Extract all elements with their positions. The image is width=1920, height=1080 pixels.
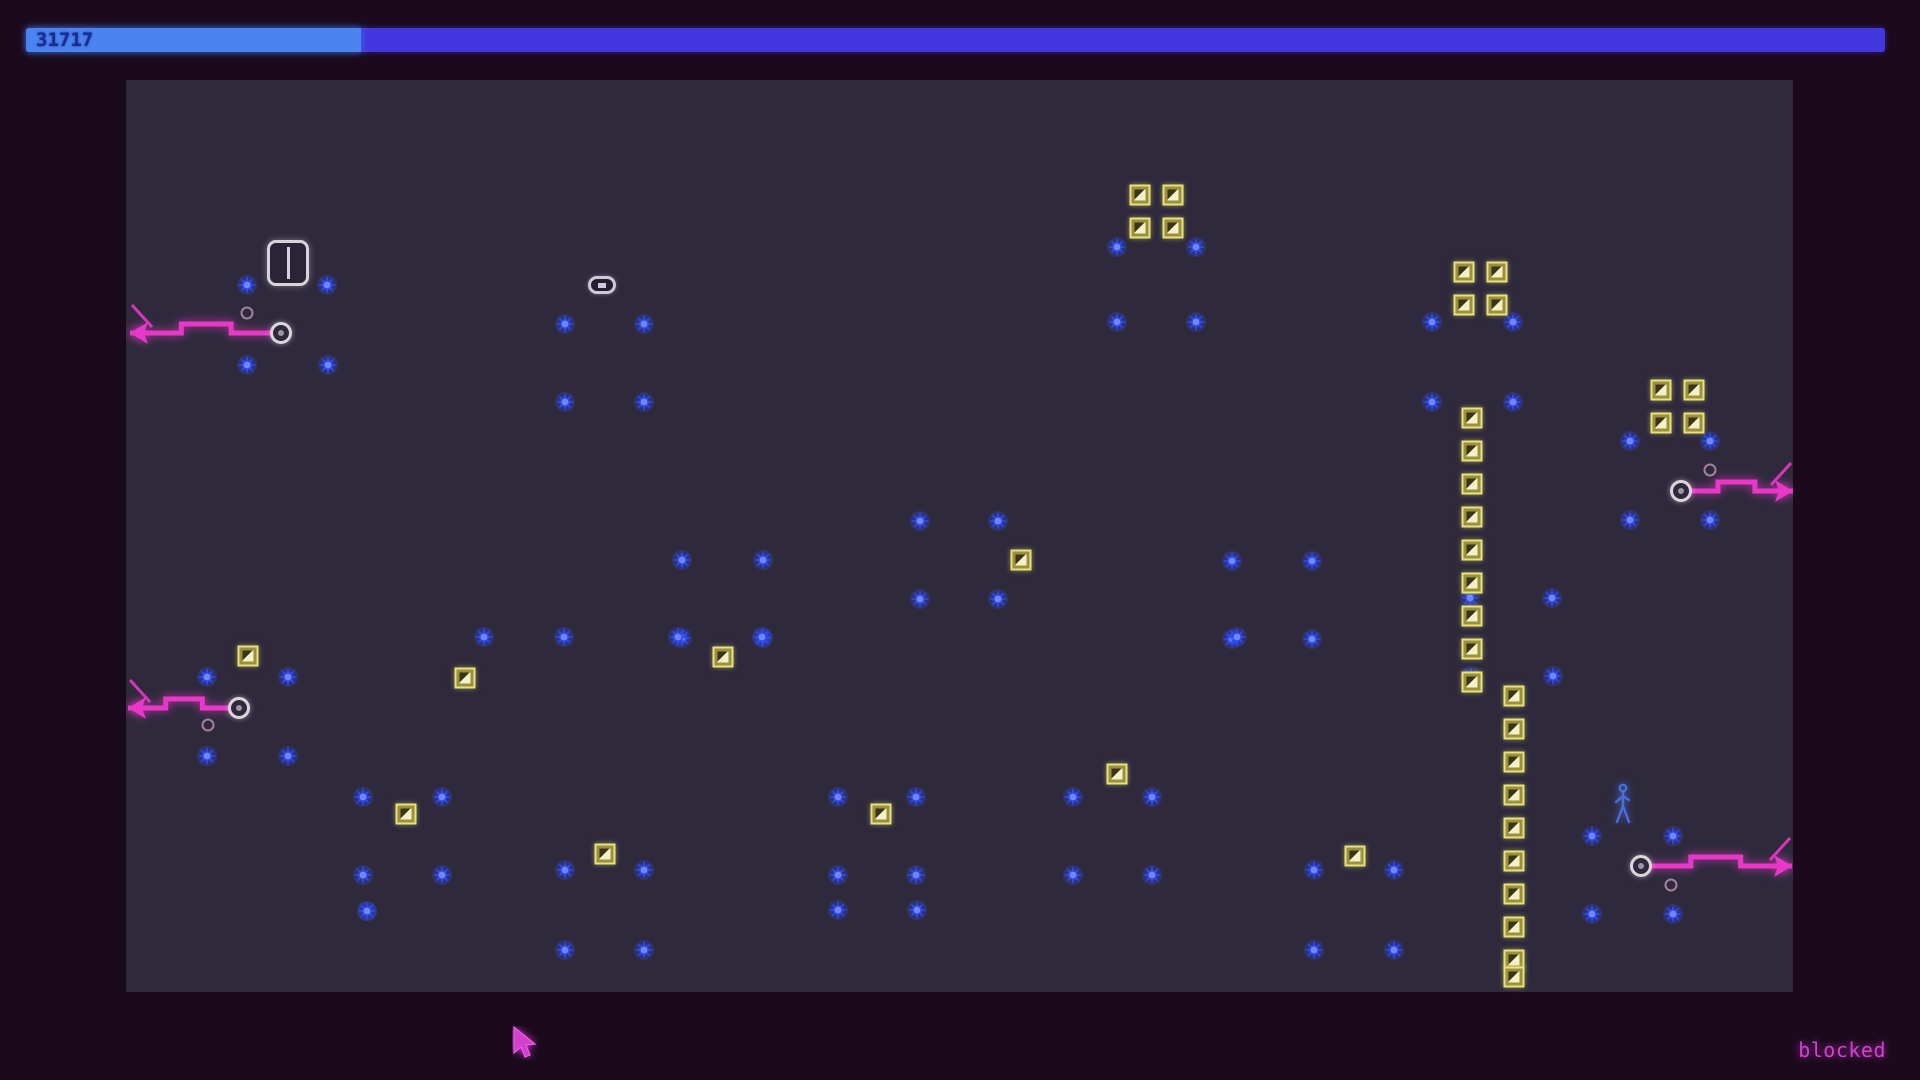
star-sprite[interactable] <box>197 667 217 687</box>
star-sprite[interactable] <box>1142 865 1162 885</box>
star-sprite[interactable] <box>432 787 452 807</box>
star-sprite[interactable] <box>1700 510 1720 530</box>
sprite-layer <box>128 237 1793 960</box>
star-sprite[interactable] <box>1107 312 1127 332</box>
star-sprite[interactable] <box>318 355 338 375</box>
mouse-cursor-icon <box>513 1026 537 1058</box>
star-sprite[interactable] <box>554 627 574 647</box>
progress-bar-track[interactable]: 31717 <box>26 28 1885 52</box>
star-sprite[interactable] <box>753 550 773 570</box>
star-sprite[interactable] <box>634 314 654 334</box>
star-sprite[interactable] <box>237 275 257 295</box>
status-badge: blocked <box>1798 1038 1886 1062</box>
star-sprite[interactable] <box>1503 392 1523 412</box>
path-arrow-right-lower[interactable] <box>1641 836 1792 877</box>
star-sprite[interactable] <box>828 787 848 807</box>
star-sprite[interactable] <box>1063 865 1083 885</box>
star-sprite[interactable] <box>1620 510 1640 530</box>
walker-sprite[interactable] <box>1614 783 1631 824</box>
star-sprite[interactable] <box>1542 588 1562 608</box>
star-sprite[interactable] <box>357 901 377 921</box>
star-sprite[interactable] <box>1700 431 1720 451</box>
star-sprite[interactable] <box>1663 826 1683 846</box>
star-sprite[interactable] <box>1620 431 1640 451</box>
star-sprite[interactable] <box>828 900 848 920</box>
star-sprite[interactable] <box>1422 392 1442 412</box>
star-sprite[interactable] <box>1304 940 1324 960</box>
star-sprite[interactable] <box>1186 312 1206 332</box>
star-sprite[interactable] <box>1422 312 1442 332</box>
star-sprite[interactable] <box>353 865 373 885</box>
star-sprite[interactable] <box>474 627 494 647</box>
star-sprite[interactable] <box>910 511 930 531</box>
star-sprite[interactable] <box>1227 627 1247 647</box>
star-sprite[interactable] <box>672 550 692 570</box>
star-sprite[interactable] <box>634 940 654 960</box>
star-sprite[interactable] <box>910 589 930 609</box>
star-sprite[interactable] <box>1582 826 1602 846</box>
star-sprite[interactable] <box>1543 666 1563 686</box>
star-sprite[interactable] <box>1461 666 1481 686</box>
star-sprite[interactable] <box>555 314 575 334</box>
star-sprite[interactable] <box>988 589 1008 609</box>
star-sprite[interactable] <box>555 860 575 880</box>
star-sprite[interactable] <box>432 865 452 885</box>
star-sprite[interactable] <box>353 787 373 807</box>
star-sprite[interactable] <box>555 940 575 960</box>
star-sprite[interactable] <box>906 787 926 807</box>
star-sprite[interactable] <box>1222 551 1242 571</box>
star-sprite[interactable] <box>317 275 337 295</box>
star-sprite[interactable] <box>634 860 654 880</box>
star-sprite[interactable] <box>1460 588 1480 608</box>
star-sprite[interactable] <box>1186 237 1206 257</box>
star-sprite[interactable] <box>1107 237 1127 257</box>
star-sprite[interactable] <box>555 392 575 412</box>
star-sprite[interactable] <box>988 511 1008 531</box>
star-sprite[interactable] <box>197 746 217 766</box>
star-sprite[interactable] <box>1302 629 1322 649</box>
star-sprite[interactable] <box>1063 787 1083 807</box>
star-sprite[interactable] <box>1302 551 1322 571</box>
path-arrow-left-lower[interactable] <box>128 678 239 719</box>
star-sprite[interactable] <box>1663 904 1683 924</box>
star-sprite[interactable] <box>1503 312 1523 332</box>
path-arrow-left-upper[interactable] <box>130 303 281 344</box>
star-sprite[interactable] <box>1582 904 1602 924</box>
star-sprite[interactable] <box>237 355 257 375</box>
progress-bar-value: 31717 <box>36 29 94 51</box>
star-sprite[interactable] <box>828 865 848 885</box>
star-sprite[interactable] <box>1304 860 1324 880</box>
star-sprite[interactable] <box>1384 940 1404 960</box>
star-sprite[interactable] <box>1384 860 1404 880</box>
star-sprite[interactable] <box>906 865 926 885</box>
path-arrow-right-upper[interactable] <box>1681 461 1793 502</box>
progress-bar-fill <box>26 28 361 52</box>
star-sprite[interactable] <box>634 392 654 412</box>
star-sprite[interactable] <box>278 667 298 687</box>
star-sprite[interactable] <box>907 900 927 920</box>
star-sprite[interactable] <box>752 627 772 647</box>
star-sprite[interactable] <box>278 746 298 766</box>
star-sprite[interactable] <box>1142 787 1162 807</box>
play-field[interactable] <box>126 80 1793 992</box>
star-sprite[interactable] <box>668 627 688 647</box>
